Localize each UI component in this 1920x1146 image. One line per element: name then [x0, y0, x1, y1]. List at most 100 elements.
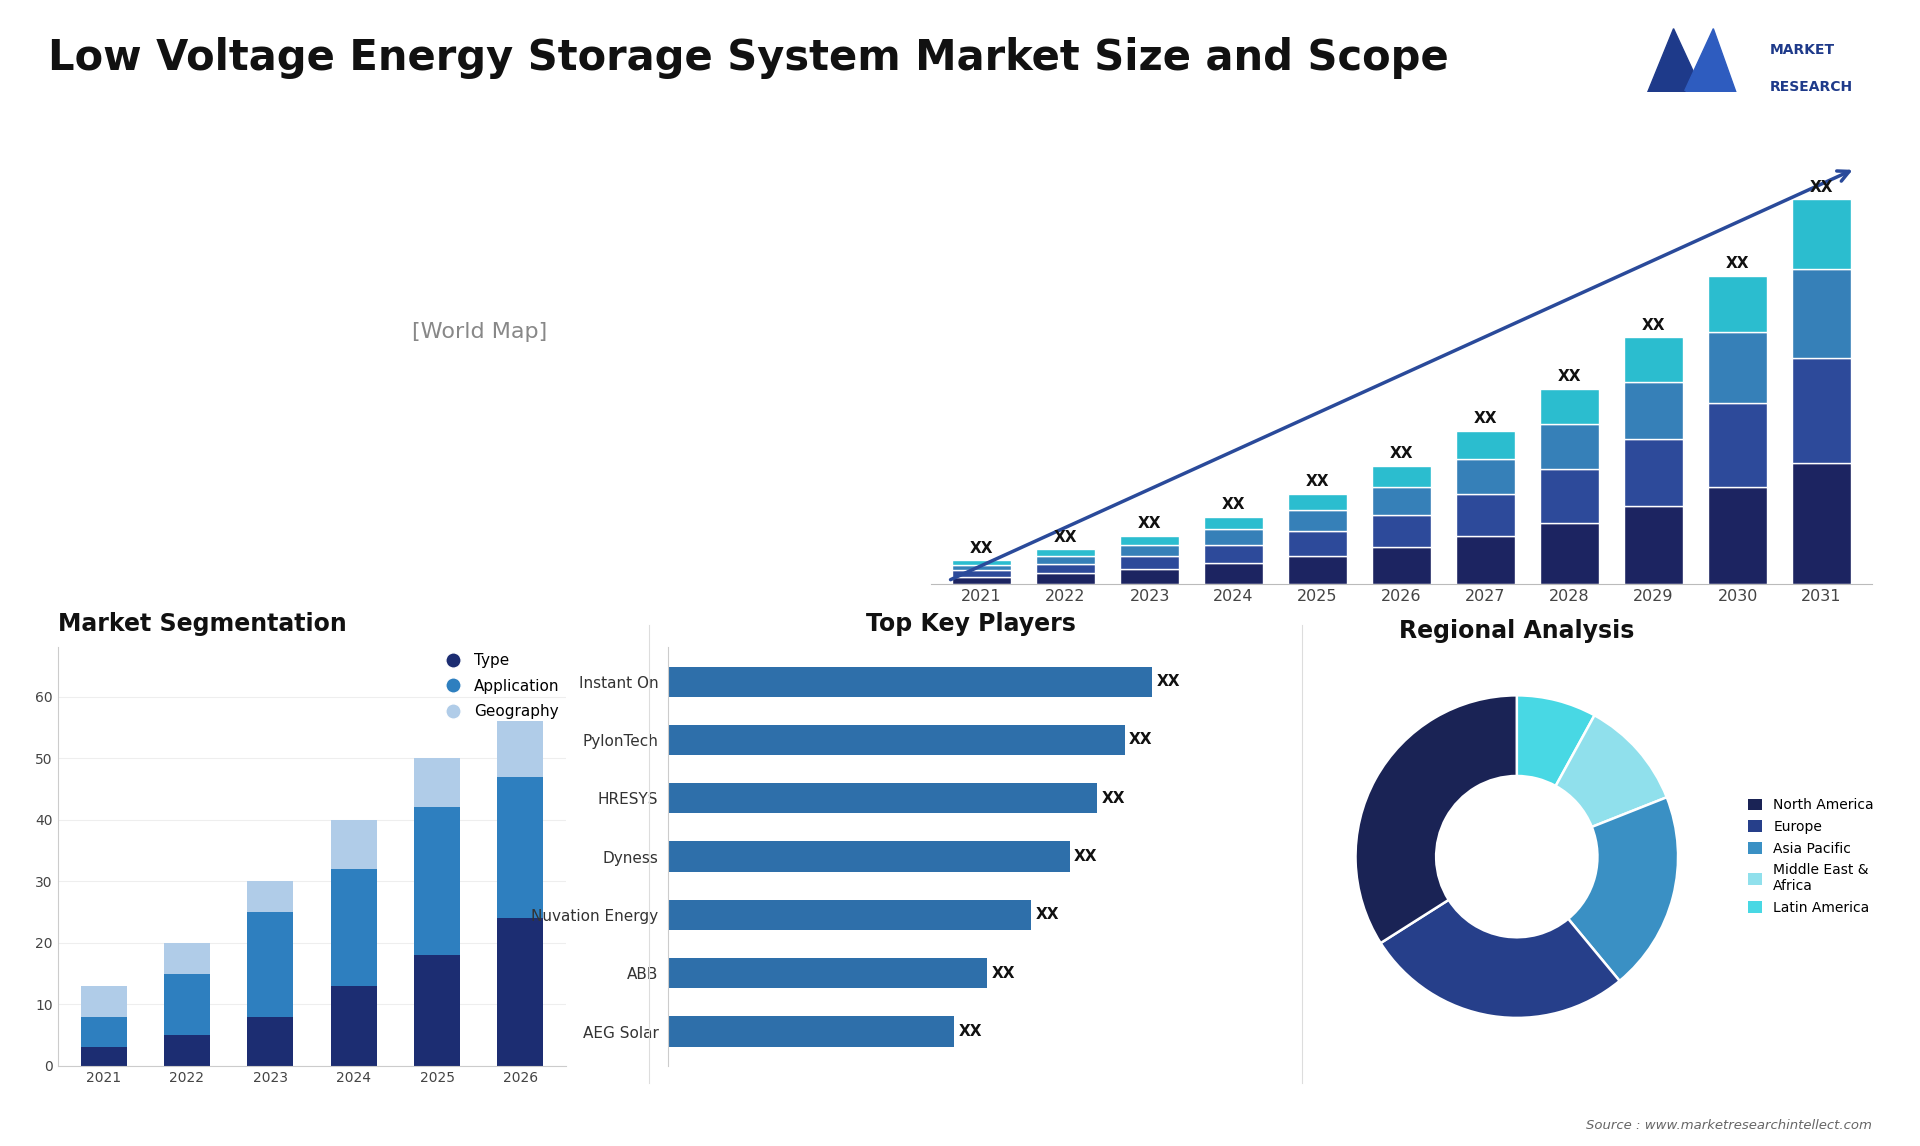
Bar: [248, 881, 294, 912]
Bar: [1373, 466, 1430, 487]
Polygon shape: [1628, 29, 1701, 140]
Text: XX: XX: [1054, 529, 1077, 544]
Bar: [1288, 556, 1348, 584]
Text: XX: XX: [1726, 257, 1749, 272]
Text: RESEARCH: RESEARCH: [1770, 80, 1853, 94]
Bar: [952, 560, 1012, 565]
Bar: [1540, 469, 1599, 523]
Bar: [1624, 507, 1684, 584]
Bar: [163, 1035, 209, 1066]
Text: XX: XX: [970, 541, 993, 556]
Bar: [668, 667, 1152, 697]
Bar: [952, 571, 1012, 578]
Bar: [668, 783, 1096, 814]
Bar: [1037, 564, 1094, 573]
Text: XX: XX: [1221, 497, 1246, 512]
Bar: [1288, 494, 1348, 510]
Text: XX: XX: [1035, 908, 1060, 923]
Bar: [1540, 424, 1599, 469]
Bar: [163, 943, 209, 973]
Bar: [415, 808, 461, 955]
Bar: [248, 912, 294, 1017]
Polygon shape: [1686, 29, 1753, 140]
Bar: [668, 724, 1125, 755]
Bar: [1119, 536, 1179, 544]
Bar: [163, 973, 209, 1035]
Bar: [330, 986, 376, 1066]
Bar: [1288, 531, 1348, 556]
Bar: [952, 578, 1012, 584]
Bar: [497, 918, 543, 1066]
Text: Source : www.marketresearchintellect.com: Source : www.marketresearchintellect.com: [1586, 1120, 1872, 1132]
Bar: [1119, 556, 1179, 570]
Text: XX: XX: [991, 966, 1016, 981]
Bar: [1624, 337, 1684, 382]
Bar: [1204, 529, 1263, 544]
Bar: [1624, 382, 1684, 439]
Text: XX: XX: [1811, 180, 1834, 195]
Bar: [668, 841, 1069, 872]
Bar: [497, 777, 543, 918]
Bar: [668, 900, 1031, 931]
Bar: [1791, 269, 1851, 358]
Text: Market Segmentation: Market Segmentation: [58, 612, 346, 636]
Bar: [1119, 544, 1179, 556]
Bar: [1791, 358, 1851, 463]
Bar: [1204, 544, 1263, 563]
Text: XX: XX: [1306, 474, 1329, 489]
Bar: [668, 1017, 954, 1046]
Bar: [1373, 515, 1430, 547]
Bar: [1204, 563, 1263, 584]
Bar: [1204, 517, 1263, 529]
Bar: [330, 869, 376, 986]
Legend: North America, Europe, Asia Pacific, Middle East &
Africa, Latin America: North America, Europe, Asia Pacific, Mid…: [1745, 795, 1876, 918]
Bar: [1455, 431, 1515, 458]
Legend: Type, Application, Geography: Type, Application, Geography: [432, 646, 566, 725]
Text: XX: XX: [1129, 732, 1152, 747]
Bar: [81, 986, 127, 1017]
Bar: [1037, 549, 1094, 556]
Text: XX: XX: [1102, 791, 1125, 806]
Bar: [1373, 487, 1430, 515]
Bar: [1540, 388, 1599, 424]
Text: XX: XX: [1390, 446, 1413, 462]
Bar: [1791, 463, 1851, 584]
Bar: [1119, 570, 1179, 584]
Text: XX: XX: [958, 1025, 981, 1039]
Bar: [1455, 494, 1515, 536]
Title: Top Key Players: Top Key Players: [866, 612, 1075, 636]
Bar: [415, 759, 461, 808]
Bar: [1373, 547, 1430, 584]
Text: XX: XX: [1139, 516, 1162, 532]
Bar: [330, 819, 376, 869]
Bar: [497, 721, 543, 777]
Bar: [1540, 523, 1599, 584]
Bar: [952, 565, 1012, 571]
Bar: [1455, 458, 1515, 494]
Bar: [1455, 536, 1515, 584]
Bar: [1288, 510, 1348, 531]
Bar: [1037, 556, 1094, 564]
Bar: [1037, 573, 1094, 584]
Wedge shape: [1356, 696, 1517, 943]
Bar: [1709, 332, 1766, 402]
Bar: [81, 1017, 127, 1047]
Bar: [1709, 487, 1766, 584]
Bar: [1709, 402, 1766, 487]
Text: [World Map]: [World Map]: [413, 322, 547, 343]
Text: XX: XX: [1475, 411, 1498, 426]
Text: XX: XX: [1557, 369, 1582, 384]
Bar: [81, 1047, 127, 1066]
Text: INTELLECT: INTELLECT: [1770, 118, 1853, 132]
Bar: [1624, 439, 1684, 507]
Bar: [1709, 276, 1766, 332]
Wedge shape: [1569, 798, 1678, 981]
Text: Low Voltage Energy Storage System Market Size and Scope: Low Voltage Energy Storage System Market…: [48, 37, 1450, 79]
Bar: [668, 958, 987, 989]
Bar: [1791, 199, 1851, 269]
Wedge shape: [1555, 715, 1667, 827]
Text: XX: XX: [1642, 317, 1665, 332]
Title: Regional Analysis: Regional Analysis: [1400, 619, 1634, 643]
Text: XX: XX: [1073, 849, 1098, 864]
Text: MARKET: MARKET: [1770, 44, 1836, 57]
